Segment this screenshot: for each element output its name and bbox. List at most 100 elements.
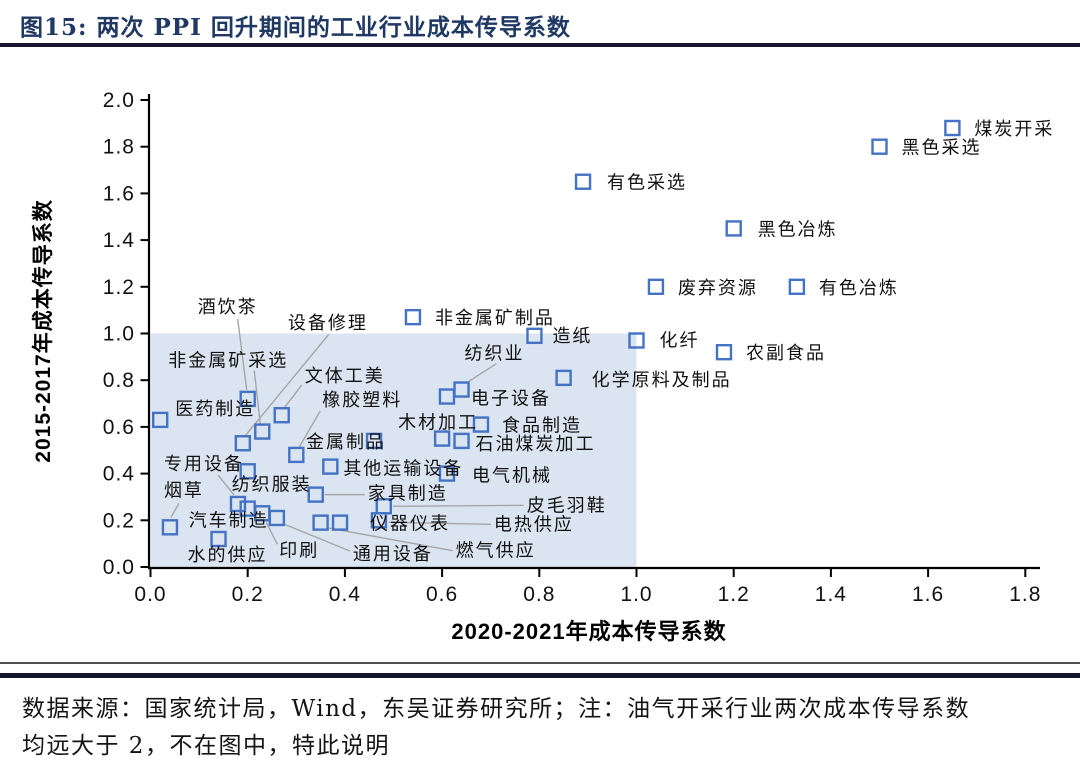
x-tick-label: 1.4 — [815, 583, 847, 606]
data-point-marker — [229, 495, 247, 513]
data-point-label: 木材加工 — [398, 413, 478, 433]
x-tick-label: 1.0 — [620, 583, 652, 606]
data-point-marker — [555, 369, 572, 387]
data-point-marker — [234, 435, 252, 452]
data-point-label: 电热供应 — [494, 514, 574, 534]
footer-rule-thin — [0, 662, 1080, 664]
data-point-label: 纺织业 — [465, 344, 525, 364]
x-tick-label: 1.8 — [1009, 583, 1041, 606]
data-point-label: 金属制品 — [306, 432, 386, 452]
data-point-marker — [239, 463, 256, 480]
x-tick-label: 0.8 — [523, 583, 555, 606]
data-point-label: 电子设备 — [471, 389, 551, 409]
data-point-label: 设备修理 — [288, 313, 368, 333]
data-point-label: 通用设备 — [353, 544, 433, 564]
leader-line — [237, 318, 248, 390]
data-point-marker — [322, 458, 339, 475]
x-axis-title: 2020-2021年成本传导系数 — [451, 619, 727, 644]
y-tick-label: 0.0 — [103, 556, 135, 579]
x-tick-label: 1.2 — [718, 583, 750, 606]
source-note-line-2: 均远大于 2，不在图中，特此说明 — [22, 733, 390, 759]
scatter-chart: 0.0 0.2 0.4 0.6 0.8 1.0 1.2 1.4 1.6 1.8 0.0 0.2 0.4 0… — [103, 89, 1054, 606]
leader-line — [298, 410, 321, 448]
data-point-marker — [307, 486, 324, 503]
data-point-marker — [312, 514, 329, 531]
data-point-marker — [944, 119, 961, 137]
data-point-marker — [438, 465, 456, 482]
y-tick-label: 1.2 — [103, 276, 135, 299]
data-point-label: 汽车制造 — [189, 511, 269, 531]
x-tick-label: 1.6 — [912, 583, 944, 606]
data-point-marker — [472, 416, 490, 433]
data-point-label: 有色冶炼 — [819, 278, 899, 298]
data-point-label: 黑色采选 — [902, 138, 982, 158]
data-point-label: 医药制造 — [175, 399, 255, 419]
data-point-marker — [273, 407, 290, 424]
data-point-marker — [365, 432, 383, 450]
data-point-marker — [161, 519, 179, 536]
leader-line — [326, 526, 453, 552]
y-tick-label: 1.0 — [103, 323, 135, 346]
leader-line — [283, 523, 351, 552]
y-tick-label: 0.2 — [103, 509, 135, 532]
leader-line — [392, 504, 524, 507]
data-point-marker — [370, 512, 388, 529]
figure-title: 图15: 两次 PPI 回升期间的工业行业成本传导系数 — [20, 14, 571, 41]
data-point-marker — [331, 514, 349, 531]
data-point-label: 其他运输设备 — [343, 459, 463, 479]
leader-line — [265, 521, 278, 545]
data-point-marker — [438, 388, 456, 405]
x-tick-label: 0.2 — [232, 583, 264, 606]
leader-line — [465, 362, 497, 385]
data-point-label: 化学原料及制品 — [592, 370, 732, 390]
data-point-label: 家具制造 — [368, 484, 448, 504]
data-point-label: 燃气供应 — [456, 541, 536, 561]
y-tick-label: 0.8 — [103, 369, 135, 392]
data-point-marker — [647, 278, 665, 295]
y-tick-label: 1.6 — [103, 182, 135, 205]
data-point-marker — [288, 446, 305, 464]
data-point-label: 造纸 — [552, 326, 592, 346]
data-point-label: 皮毛羽鞋 — [527, 495, 607, 515]
data-point-label: 专用设备 — [164, 454, 244, 474]
data-point-marker — [526, 327, 543, 345]
y-tick-label: 0.4 — [103, 463, 135, 486]
data-point-marker — [254, 423, 271, 440]
data-point-label: 黑色冶炼 — [758, 219, 838, 239]
y-tick-label: 1.4 — [103, 229, 135, 252]
data-point-label: 农副食品 — [746, 343, 826, 363]
data-point-label: 煤炭开采 — [974, 119, 1054, 139]
data-point-label: 水的供应 — [188, 545, 268, 565]
data-point-label: 电气机械 — [472, 466, 552, 486]
leader-line — [244, 333, 330, 437]
data-point-label: 石油煤炭加工 — [476, 434, 596, 454]
title-rule — [0, 43, 1080, 47]
data-point-label: 橡胶塑料 — [322, 390, 402, 410]
data-point-marker — [239, 390, 256, 408]
data-point-marker — [433, 430, 451, 447]
data-point-label: 印刷 — [279, 540, 319, 560]
data-point-marker — [268, 509, 286, 527]
footer-rule-thick — [0, 673, 1080, 678]
data-point-marker — [628, 332, 645, 349]
x-tick-label: 0.4 — [329, 583, 361, 606]
data-point-label: 文体工美 — [305, 366, 385, 386]
data-point-marker — [152, 411, 169, 429]
leader-line — [217, 474, 235, 496]
data-point-marker — [715, 343, 733, 361]
data-point-label: 食品制造 — [502, 416, 582, 436]
x-tick-label: 0.6 — [426, 583, 458, 606]
data-point-marker — [871, 138, 888, 155]
x-tick-label: 0.0 — [134, 583, 166, 606]
y-tick-label: 1.8 — [103, 136, 135, 159]
data-point-label: 纺织服装 — [232, 474, 312, 494]
leader-line — [284, 384, 303, 408]
y-axis-title: 2015-2017年成本传导系数 — [32, 199, 55, 463]
y-tick-label: 0.6 — [103, 416, 135, 439]
data-point-label: 非金属矿制品 — [435, 308, 555, 328]
leader-line — [253, 370, 261, 424]
axis-spines — [147, 94, 1040, 570]
data-point-label: 非金属矿采选 — [168, 351, 288, 371]
data-point-marker — [453, 432, 470, 450]
data-point-label: 废弃资源 — [678, 278, 758, 298]
